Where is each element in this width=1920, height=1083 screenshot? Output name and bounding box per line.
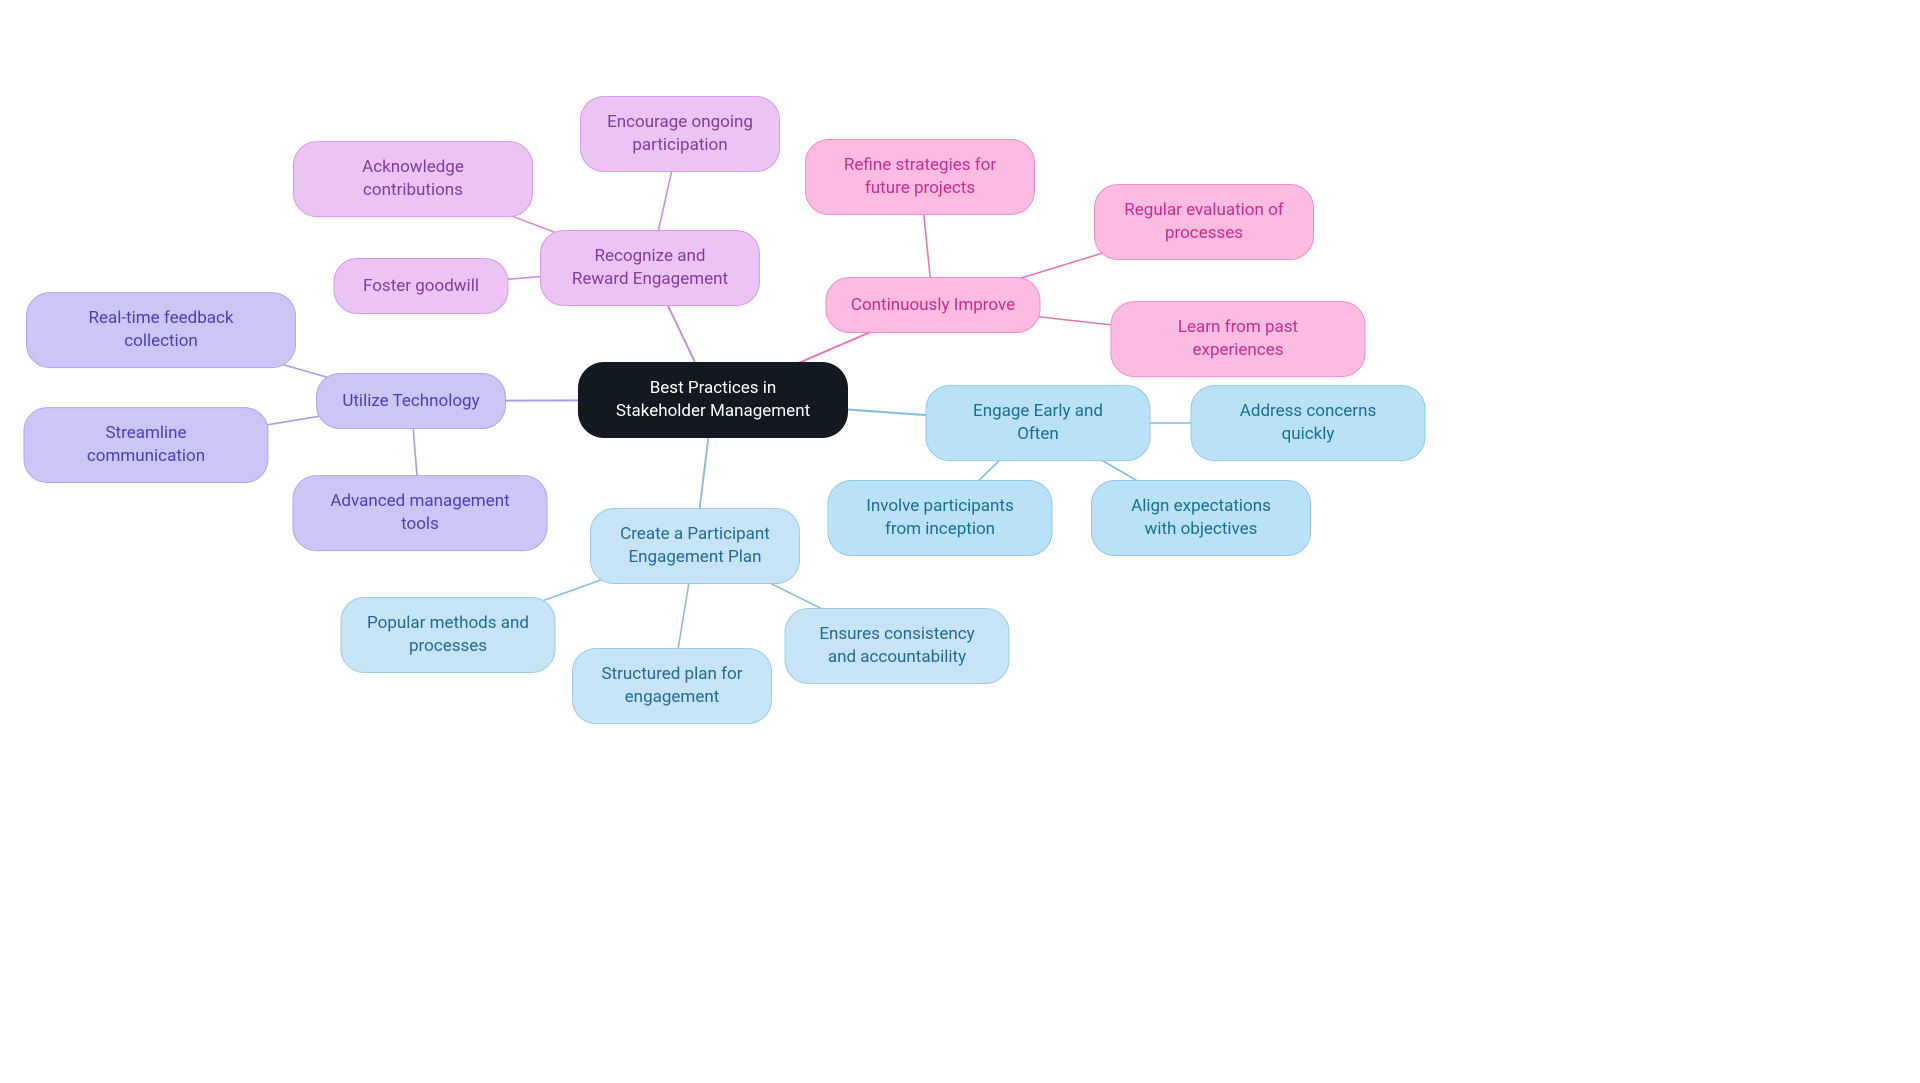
leaf-recognize-0: Encourage ongoing participation: [580, 96, 780, 172]
leaf-improve-1: Regular evaluation of processes: [1094, 184, 1314, 260]
leaf-engage-0: Address concerns quickly: [1191, 385, 1426, 461]
branch-engage: Engage Early and Often: [926, 385, 1151, 461]
branch-plan: Create a Participant Engagement Plan: [590, 508, 800, 584]
leaf-plan-1: Structured plan for engagement: [572, 648, 772, 724]
leaf-recognize-1: Acknowledge contributions: [293, 141, 533, 217]
branch-tech: Utilize Technology: [316, 373, 506, 429]
leaf-improve-0: Refine strategies for future projects: [805, 139, 1035, 215]
branch-recognize: Recognize and Reward Engagement: [540, 230, 760, 306]
branch-improve: Continuously Improve: [826, 277, 1041, 333]
leaf-recognize-2: Foster goodwill: [334, 258, 509, 314]
leaf-tech-2: Advanced management tools: [293, 475, 548, 551]
center-node: Best Practices in Stakeholder Management: [578, 362, 848, 438]
leaf-improve-2: Learn from past experiences: [1111, 301, 1366, 377]
leaf-tech-0: Real-time feedback collection: [26, 292, 296, 368]
leaf-plan-2: Ensures consistency and accountability: [785, 608, 1010, 684]
leaf-tech-1: Streamline communication: [24, 407, 269, 483]
leaf-engage-2: Align expectations with objectives: [1091, 480, 1311, 556]
leaf-engage-1: Involve participants from inception: [828, 480, 1053, 556]
leaf-plan-0: Popular methods and processes: [341, 597, 556, 673]
